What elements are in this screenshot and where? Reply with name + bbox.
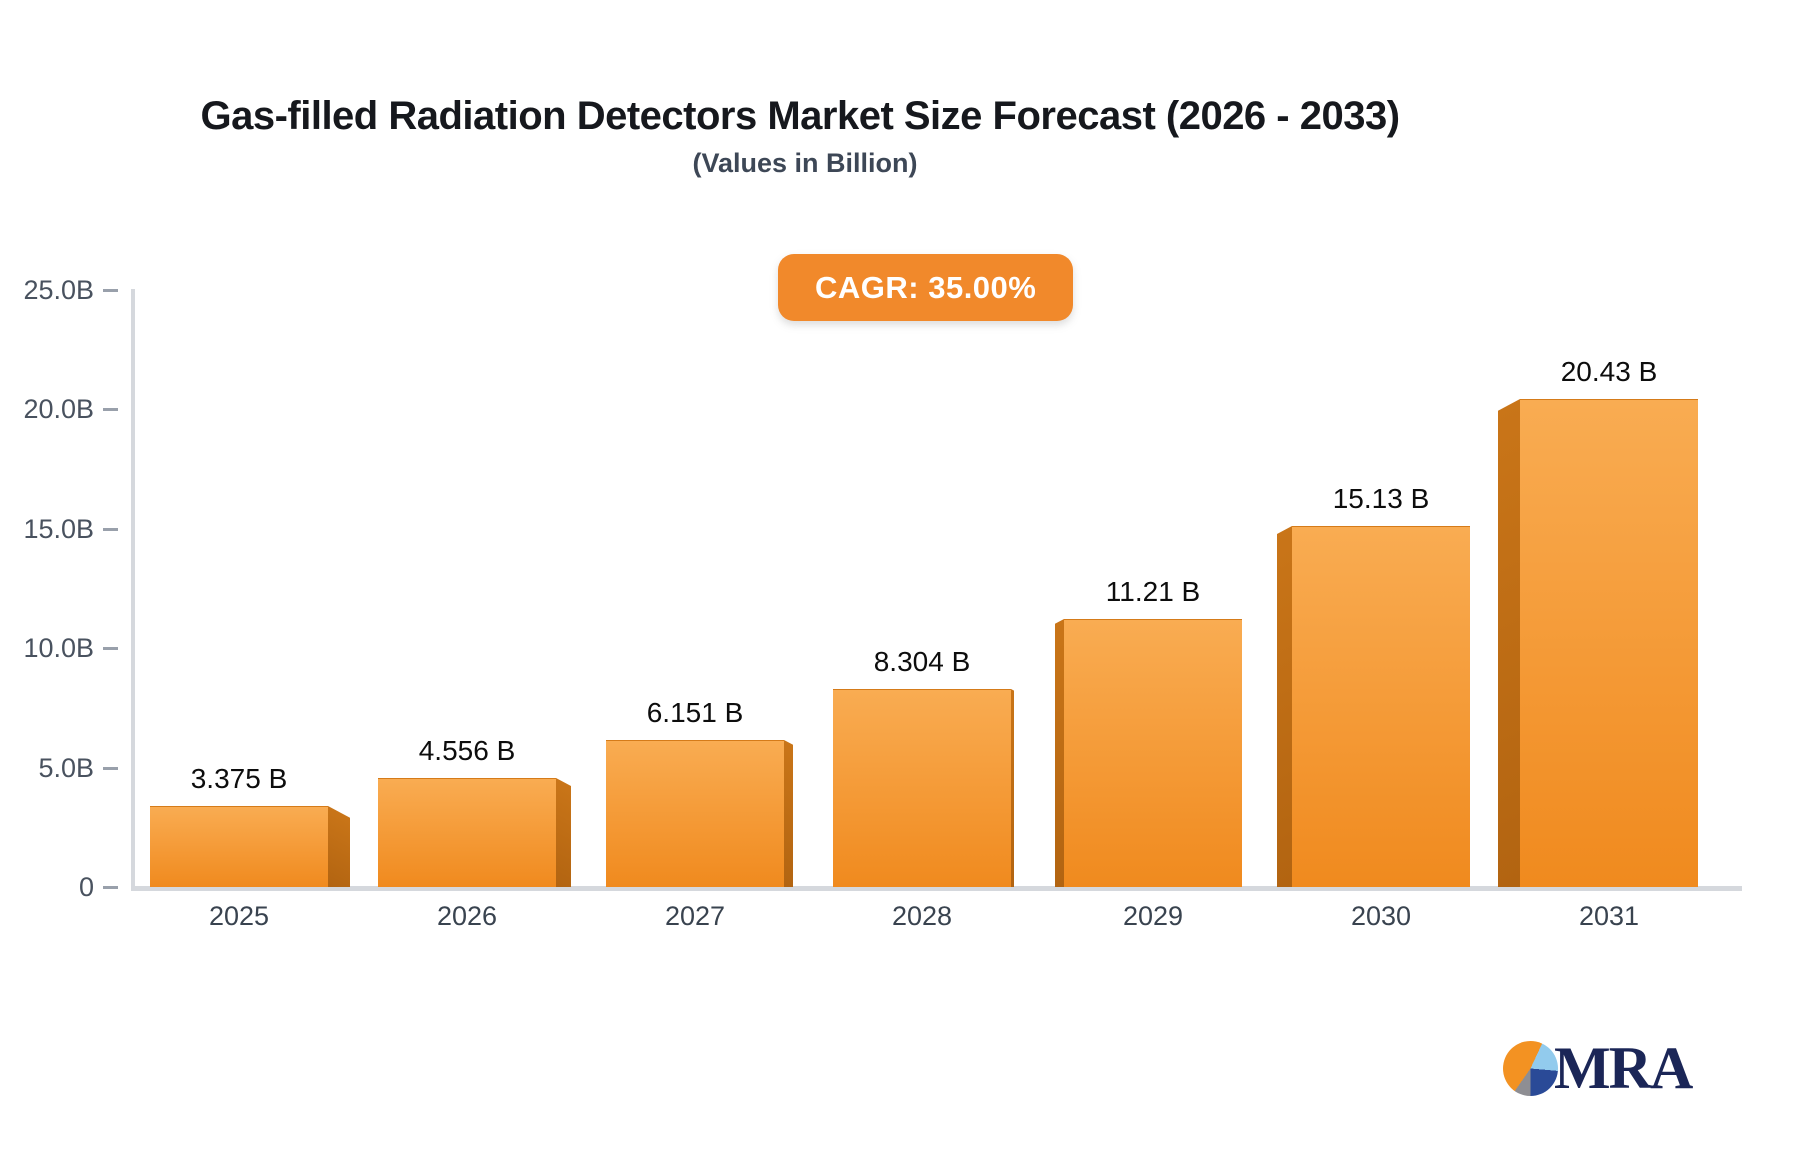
x-tick-label: 2025 [208, 901, 270, 931]
value-label: 15.13 B [1332, 483, 1430, 514]
bar-face [1064, 619, 1242, 887]
y-axis-line [131, 289, 135, 889]
y-tick-label: 20.0B [23, 394, 94, 425]
bar-side [556, 778, 571, 887]
bar-2026 [378, 778, 571, 887]
bar-face [378, 778, 556, 887]
x-tick-label: 2031 [1578, 901, 1640, 931]
bar-side [784, 740, 793, 887]
y-tick-label: 0 [78, 872, 94, 902]
y-tick-label: 5.0B [38, 752, 94, 783]
bar-side [328, 806, 350, 887]
value-label: 3.375 B [190, 763, 288, 794]
y-tick-label: 25.0B [23, 275, 94, 305]
y-tick-dash [103, 289, 118, 292]
y-tick-label: 10.0B [23, 633, 94, 664]
x-tick-label: 2027 [664, 901, 726, 931]
bar-side [1277, 526, 1292, 887]
x-tick-label: 2029 [1122, 901, 1184, 931]
bar-side [1055, 619, 1064, 887]
value-label: 4.556 B [418, 735, 516, 766]
x-axis-line [131, 886, 1742, 891]
value-label: 20.43 B [1560, 356, 1658, 387]
logo-text: MRA [1554, 1035, 1693, 1101]
y-tick-dash [103, 408, 118, 412]
bar-side [1498, 399, 1520, 887]
cagr-badge: CAGR: 35.00% [778, 254, 1074, 321]
value-label: 11.21 B [1105, 576, 1201, 607]
y-tick-label: 15.0B [23, 513, 94, 544]
y-tick-dash [103, 647, 118, 651]
bar-2029 [1055, 619, 1242, 887]
bar-2025 [150, 806, 350, 887]
value-label: 6.151 B [646, 697, 744, 728]
bar-2030 [1277, 526, 1470, 887]
bar-face [1292, 526, 1470, 887]
pie-chart-logo-icon [1503, 1041, 1558, 1096]
y-tick-dash [103, 886, 118, 889]
x-tick-label: 2026 [436, 901, 498, 931]
bar-face [1520, 399, 1698, 887]
bar-2027 [606, 740, 793, 887]
brand-logo: MRA [1503, 1035, 1693, 1101]
x-tick-label: 2030 [1350, 901, 1412, 931]
bar-2028 [833, 689, 1014, 887]
bar-face [150, 806, 328, 887]
x-tick-label: 2028 [891, 901, 953, 931]
bar-face [833, 689, 1011, 887]
bar-face [606, 740, 784, 887]
y-tick-dash [103, 527, 118, 531]
value-label: 8.304 B [873, 646, 971, 677]
bar-side [1011, 689, 1014, 887]
y-tick-dash [103, 766, 118, 770]
bar-2031 [1498, 399, 1698, 887]
chart-title: Gas-filled Radiation Detectors Market Si… [200, 94, 1400, 138]
chart-subtitle: (Values in Billion) [692, 148, 918, 178]
